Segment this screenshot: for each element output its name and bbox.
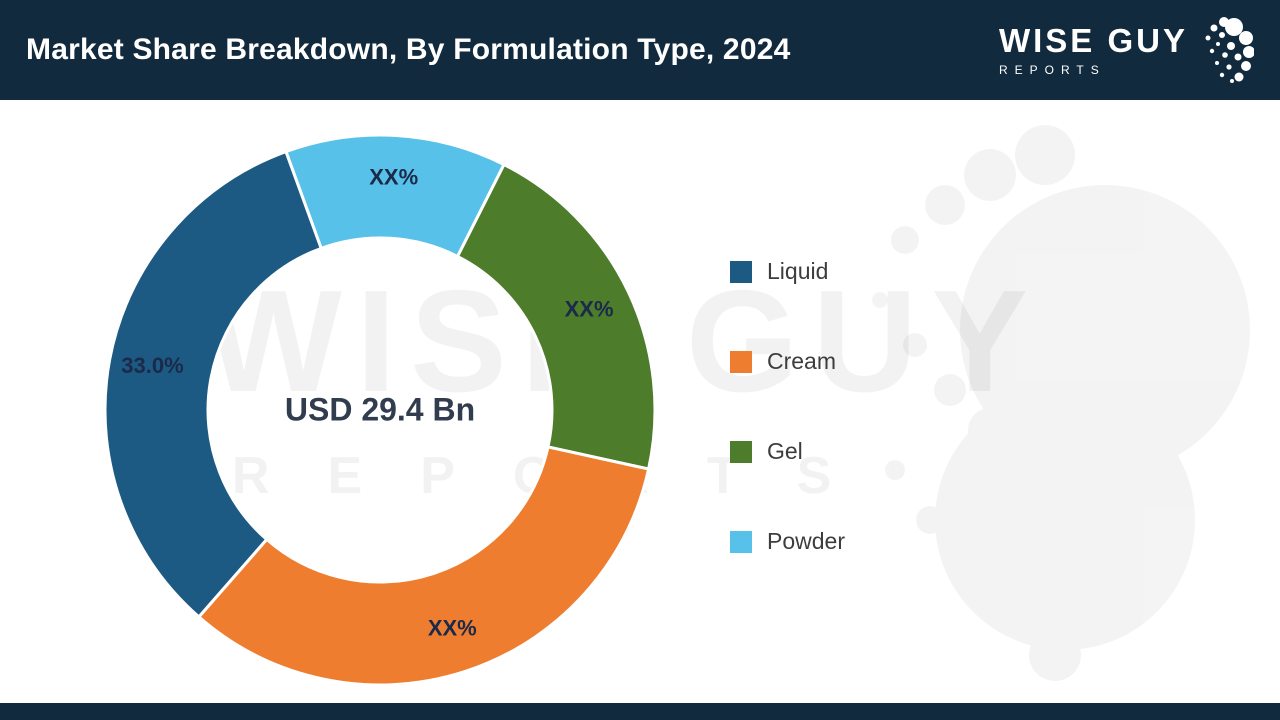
legend-label: Gel: [767, 438, 803, 464]
slice-label-powder: XX%: [369, 165, 418, 190]
chart-area: WISE GUY REPORTS XX%XX%XX%33.0% USD 29.4…: [0, 100, 1280, 703]
logo-text: WISE GUY REPORTS: [999, 24, 1188, 77]
donut-chart: XX% XX% XX% 33.0%: [103, 133, 657, 687]
legend-swatch-gel: [730, 440, 752, 463]
legend-item-gel[interactable]: Gel: [730, 438, 845, 465]
legend-item-liquid[interactable]: Liquid: [730, 258, 845, 285]
brand-logo: WISE GUY REPORTS: [999, 14, 1254, 86]
slice-label-cream: XX%: [428, 616, 477, 641]
legend-label: Liquid: [767, 258, 829, 284]
chart-center-value: USD 29.4 Bn: [284, 391, 476, 428]
footer-bar: [0, 703, 1280, 720]
logo-head-icon: [1205, 17, 1254, 83]
donut-slice-cream[interactable]: [196, 445, 651, 687]
donut-slice-gel[interactable]: [455, 162, 657, 471]
header: Market Share Breakdown, By Formulation T…: [0, 0, 1280, 100]
legend-item-cream[interactable]: Cream: [730, 348, 845, 375]
slice-label-gel: XX%: [565, 297, 614, 322]
slice-label-liquid: 33.0%: [121, 353, 183, 378]
legend-swatch-powder: [730, 530, 752, 553]
donut-slice-liquid[interactable]: [103, 149, 324, 620]
legend-swatch-cream: [730, 350, 752, 373]
logo-wordmark: WISE GUY: [998, 21, 1188, 59]
legend-label: Powder: [767, 528, 845, 554]
legend-item-powder[interactable]: Powder: [730, 528, 845, 555]
logo-subtext: REPORTS: [998, 62, 1106, 77]
chart-legend: Liquid Cream Gel Powder: [730, 258, 845, 555]
page-title: Market Share Breakdown, By Formulation T…: [26, 33, 791, 66]
legend-label: Cream: [767, 348, 837, 374]
legend-swatch-liquid: [730, 260, 752, 283]
